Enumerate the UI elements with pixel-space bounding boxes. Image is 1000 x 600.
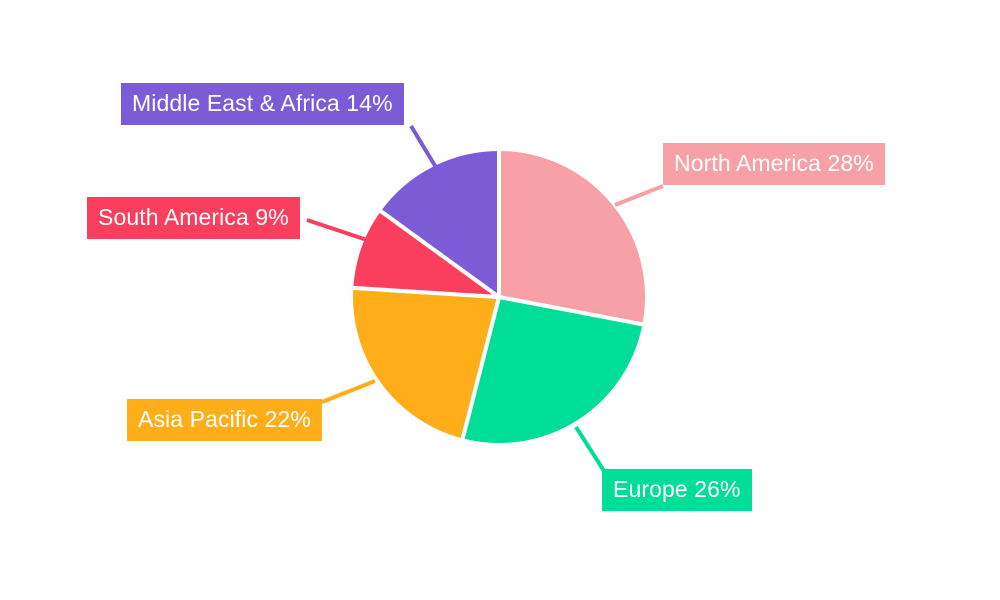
slice-label-south-america[interactable]: South America 9% — [87, 197, 300, 239]
pie-slice-north-america[interactable] — [497, 147, 649, 327]
leader-line-europe — [574, 425, 606, 473]
pie-slice-asia-pacific[interactable] — [348, 285, 501, 443]
pie-slice-europe[interactable] — [460, 295, 647, 447]
slice-label-north-america[interactable]: North America 28% — [663, 143, 885, 185]
pie-slice-middle-east-africa[interactable] — [377, 147, 501, 299]
slice-label-middle-east-africa[interactable]: Middle East & Africa 14% — [121, 83, 404, 125]
leader-line-group — [306, 124, 664, 473]
slice-label-europe[interactable]: Europe 26% — [602, 469, 752, 511]
leader-line-north-america — [614, 184, 664, 207]
leader-line-middle-east-africa — [409, 124, 439, 171]
pie-slice-group — [348, 147, 649, 447]
leader-line-south-america — [306, 218, 368, 242]
leader-line-asia-pacific — [321, 379, 376, 404]
slice-label-asia-pacific[interactable]: Asia Pacific 22% — [127, 399, 322, 441]
